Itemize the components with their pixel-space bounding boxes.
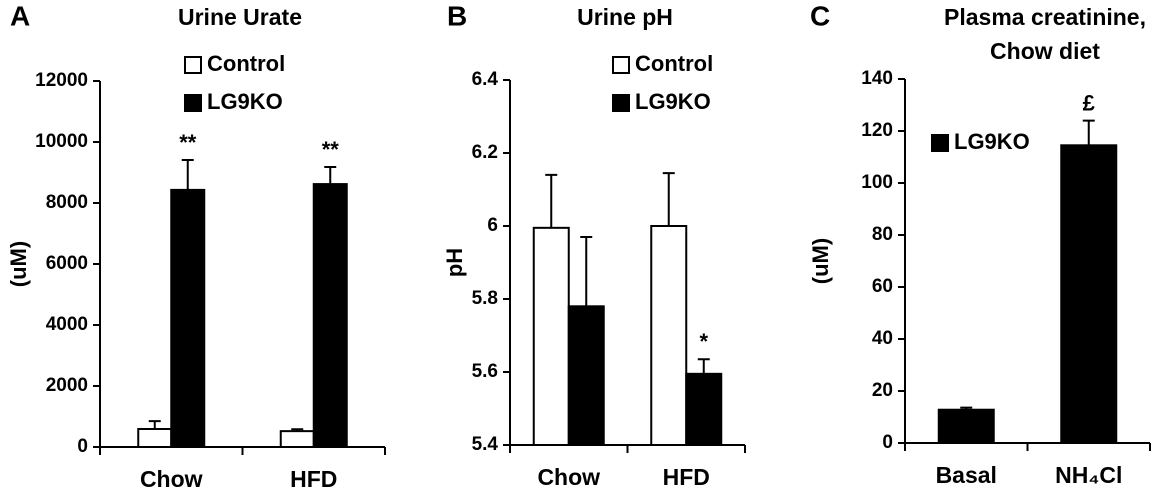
annotation: * bbox=[699, 329, 708, 354]
error-bar bbox=[148, 420, 161, 430]
annotation: ** bbox=[322, 137, 340, 162]
error-bar bbox=[545, 173, 558, 228]
y-tick-label: 6.2 bbox=[472, 142, 498, 163]
legend-swatch bbox=[612, 56, 630, 74]
error-bar bbox=[291, 428, 304, 432]
legend-label: Control bbox=[207, 51, 285, 76]
bar bbox=[937, 408, 995, 444]
error-bar bbox=[697, 358, 710, 374]
y-tick-label: 100 bbox=[861, 172, 893, 193]
x-tick-label: HFD bbox=[663, 464, 710, 490]
error-bar bbox=[662, 172, 675, 226]
y-tick-label: 5.4 bbox=[472, 434, 499, 455]
error-bar bbox=[181, 158, 194, 190]
bar bbox=[137, 428, 173, 449]
y-tick-label: 120 bbox=[861, 120, 893, 141]
y-tick-label: 5.6 bbox=[472, 361, 498, 382]
legend-label: LG9KO bbox=[207, 89, 283, 114]
bar bbox=[279, 430, 315, 449]
chart-title: Urine pH bbox=[577, 4, 673, 30]
chart-title: Urine Urate bbox=[178, 4, 302, 30]
error-bar bbox=[960, 406, 973, 410]
legend-label: Control bbox=[635, 51, 713, 76]
y-tick-label: 8000 bbox=[46, 192, 88, 213]
y-tick-label: 40 bbox=[872, 328, 893, 349]
bar bbox=[685, 372, 723, 447]
bar bbox=[1060, 144, 1118, 445]
panel-label: B bbox=[447, 0, 467, 31]
x-tick-label: NH₄Cl bbox=[1055, 462, 1122, 488]
panel-label: A bbox=[10, 0, 30, 31]
y-tick-label: 2000 bbox=[46, 375, 88, 396]
y-tick-label: 0 bbox=[77, 436, 88, 457]
y-tick-label: 0 bbox=[882, 432, 893, 453]
bar bbox=[567, 305, 605, 446]
bar bbox=[170, 188, 206, 448]
y-tick-label: 5.8 bbox=[472, 288, 498, 309]
y-axis-label: pH bbox=[442, 248, 467, 277]
legend-swatch bbox=[184, 56, 202, 74]
x-tick-label: HFD bbox=[290, 466, 337, 492]
chart-title: Plasma creatinine, Chow diet bbox=[944, 4, 1146, 64]
y-axis-label: (uM) bbox=[6, 241, 31, 287]
legend-swatch bbox=[931, 134, 949, 152]
bar bbox=[312, 183, 348, 448]
x-tick-label: Basal bbox=[936, 462, 997, 488]
y-tick-label: 6.4 bbox=[472, 69, 499, 90]
annotation: £ bbox=[1083, 90, 1096, 115]
y-tick-label: 12000 bbox=[35, 70, 88, 91]
x-tick-label: Chow bbox=[537, 464, 600, 490]
y-tick-label: 60 bbox=[872, 276, 893, 297]
legend-swatch bbox=[612, 94, 630, 112]
y-tick-label: 10000 bbox=[35, 131, 88, 152]
y-tick-label: 20 bbox=[872, 380, 893, 401]
bar bbox=[650, 225, 688, 446]
panel-label: C bbox=[810, 0, 830, 31]
y-tick-label: 6 bbox=[487, 215, 498, 236]
annotation: ** bbox=[179, 130, 197, 155]
x-tick-label: Chow bbox=[140, 466, 203, 492]
legend-label: LG9KO bbox=[635, 89, 711, 114]
bar bbox=[532, 226, 570, 446]
legend-label: LG9KO bbox=[954, 129, 1030, 154]
error-bar bbox=[580, 235, 593, 307]
y-tick-label: 80 bbox=[872, 224, 893, 245]
error-bar bbox=[324, 166, 337, 185]
y-tick-label: 4000 bbox=[46, 314, 88, 335]
legend-swatch bbox=[184, 94, 202, 112]
y-tick-label: 140 bbox=[861, 68, 893, 89]
y-tick-label: 6000 bbox=[46, 253, 88, 274]
error-bar bbox=[1082, 119, 1095, 146]
y-axis-label: (uM) bbox=[808, 238, 833, 284]
